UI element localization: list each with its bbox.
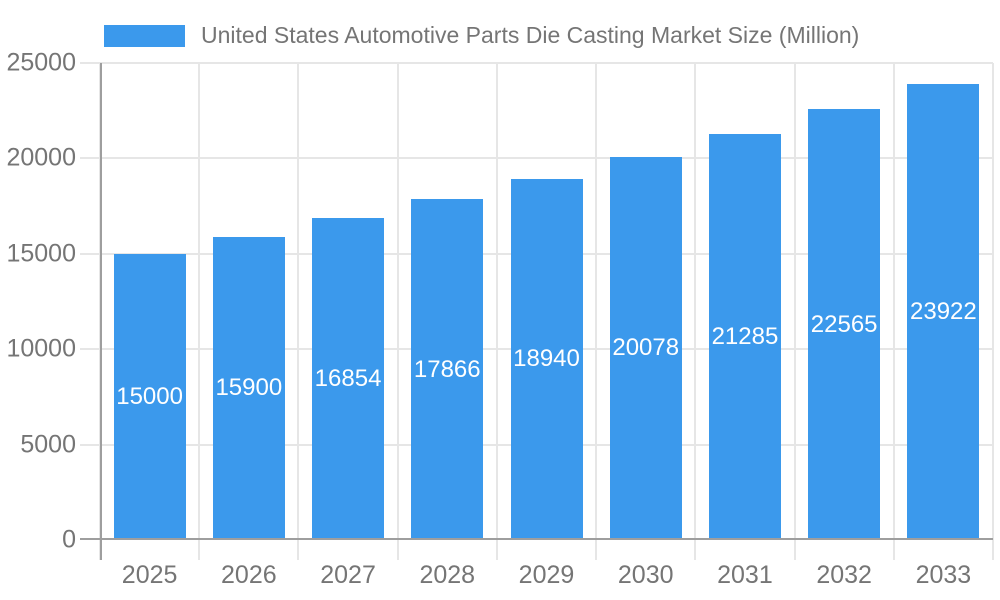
bar-value-label: 16854	[314, 365, 382, 393]
x-tick-label: 2030	[617, 561, 674, 589]
x-axis-line	[80, 538, 993, 540]
x-tick-label: 2026	[221, 561, 277, 589]
x-tick-label: 2032	[816, 561, 872, 589]
bar-2029[interactable]: 18940	[510, 178, 583, 540]
horizontal-gridline	[80, 62, 993, 64]
horizontal-gridline	[80, 157, 993, 160]
legend-swatch	[104, 24, 185, 47]
y-tick-label: 25000	[6, 48, 76, 77]
vertical-gridline	[992, 63, 994, 560]
vertical-gridline	[297, 63, 300, 560]
bar-value-label: 17866	[413, 355, 481, 383]
y-tick-label: 20000	[6, 143, 76, 172]
y-axis-line	[100, 63, 102, 560]
bar-2025[interactable]: 15000	[113, 253, 186, 540]
y-tick-label: 10000	[6, 334, 76, 363]
x-tick-label: 2025	[121, 561, 178, 589]
vertical-gridline	[595, 63, 598, 560]
y-tick-label: 5000	[20, 430, 76, 459]
bar-value-label: 20078	[612, 334, 680, 362]
bar-value-label: 15000	[116, 382, 183, 410]
bar-2031[interactable]: 21285	[708, 133, 781, 540]
x-tick-label: 2031	[717, 561, 773, 589]
plot-area: 0 5000 10000 15000 20000 25000 15000 2025 15900 2…	[6, 50, 994, 588]
bar-value-label: 23922	[910, 297, 977, 325]
x-tick-label: 2029	[518, 561, 575, 589]
bar-2033[interactable]: 23922	[907, 83, 980, 540]
vertical-gridline	[892, 63, 895, 560]
bar-value-label: 22565	[810, 310, 878, 338]
legend-label: United States Automotive Parts Die Casti…	[201, 22, 860, 48]
vertical-gridline	[495, 63, 498, 560]
bar-2026[interactable]: 15900	[212, 236, 285, 540]
x-tick-label: 2033	[915, 561, 972, 589]
bar-value-label: 21285	[711, 322, 779, 350]
bar-2032[interactable]: 22565	[808, 109, 881, 540]
bar-value-label: 15900	[215, 374, 283, 402]
x-tick-label: 2027	[320, 561, 376, 589]
bar-2030[interactable]: 20078	[609, 156, 682, 540]
y-tick-label: 15000	[6, 239, 76, 268]
bar-2028[interactable]: 17866	[411, 199, 484, 540]
vertical-gridline	[793, 63, 796, 560]
bar-2027[interactable]: 16854	[312, 218, 385, 540]
vertical-gridline	[396, 63, 399, 560]
y-tick-label: 0	[62, 525, 76, 554]
bar-value-label: 18940	[513, 345, 580, 373]
x-tick-label: 2028	[419, 561, 476, 589]
vertical-gridline	[694, 63, 697, 560]
legend-item[interactable]: United States Automotive Parts Die Casti…	[104, 22, 859, 49]
vertical-gridline	[198, 63, 201, 560]
